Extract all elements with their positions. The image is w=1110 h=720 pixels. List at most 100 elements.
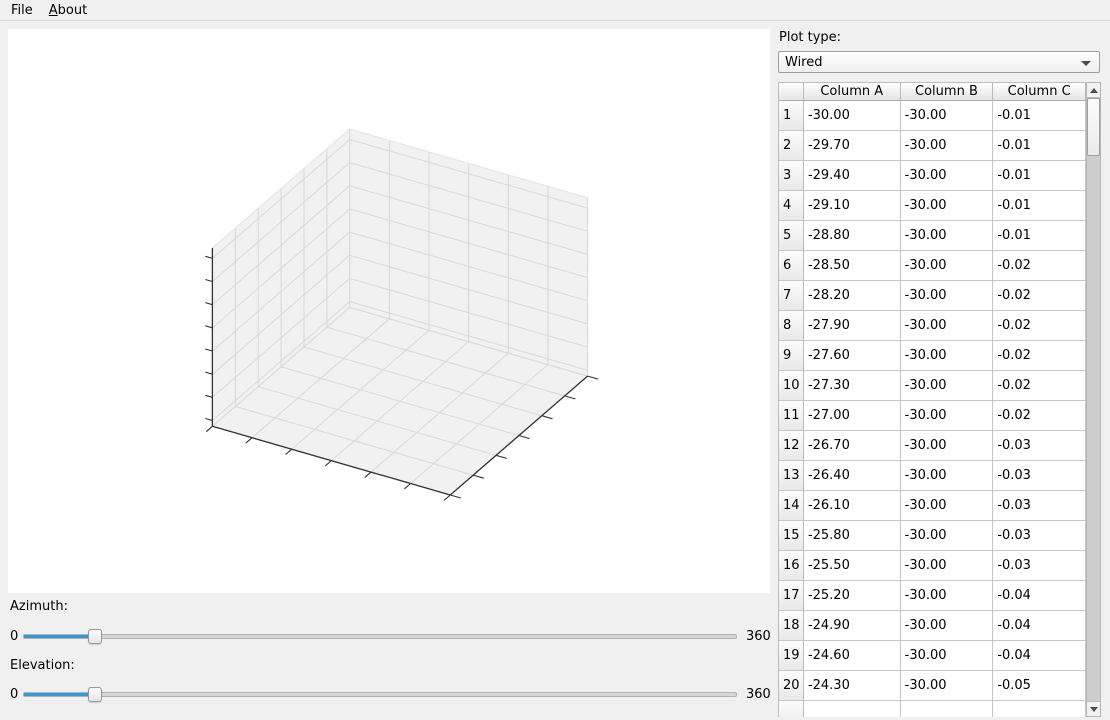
table-cell: -30.00 <box>900 221 994 251</box>
table-cell: -30.00 <box>900 551 994 581</box>
header-cell[interactable]: Column B <box>900 83 994 101</box>
row-number-cell: 11 <box>779 401 804 431</box>
data-table[interactable]: Column A Column B Column C 1 -30.00 -30.00 -0.… <box>778 82 1086 717</box>
table-row[interactable]: 19 -24.60 -30.00 -0.04 <box>779 641 1086 671</box>
table-row[interactable]: 4 -29.10 -30.00 -0.01 <box>779 191 1086 221</box>
row-number-cell: 19 <box>779 641 804 671</box>
table-cell: -0.01 <box>993 131 1086 161</box>
table-cell: -25.20 <box>803 581 901 611</box>
table-cell: -24.60 <box>803 641 901 671</box>
table-cell: -30.00 <box>900 161 994 191</box>
row-number-cell: 1 <box>779 101 804 131</box>
table-row[interactable]: 12 -26.70 -30.00 -0.03 <box>779 431 1086 461</box>
azimuth-slider-fill <box>24 635 97 638</box>
table-cell: -28.20 <box>803 281 901 311</box>
table-cell: -27.90 <box>803 311 901 341</box>
row-number-cell: 18 <box>779 611 804 641</box>
scroll-up-icon <box>1090 88 1098 93</box>
table-row[interactable]: 13 -26.40 -30.00 -0.03 <box>779 461 1086 491</box>
row-number-cell: 16 <box>779 551 804 581</box>
elevation-slider-handle[interactable] <box>88 687 103 702</box>
table-cell: -0.02 <box>993 281 1086 311</box>
table-cell: -0.02 <box>993 251 1086 281</box>
table-row[interactable]: 7 -28.20 -30.00 -0.02 <box>779 281 1086 311</box>
table-cell: -27.60 <box>803 341 901 371</box>
table-cell: -0.02 <box>993 341 1086 371</box>
menu-item-file[interactable]: File <box>11 2 33 18</box>
row-number-cell: 20 <box>779 671 804 701</box>
table-cell: -27.30 <box>803 371 901 401</box>
row-number-cell: 14 <box>779 491 804 521</box>
scroll-down-button[interactable] <box>1087 701 1100 716</box>
table-row[interactable]: 15 -25.80 -30.00 -0.03 <box>779 521 1086 551</box>
table-cell: -30.00 <box>900 611 994 641</box>
table-row[interactable]: 8 -27.90 -30.00 -0.02 <box>779 311 1086 341</box>
plot-type-value: Wired <box>785 54 823 70</box>
table-row[interactable]: 16 -25.50 -30.00 -0.03 <box>779 551 1086 581</box>
table-cell: -26.10 <box>803 491 901 521</box>
table-cell: -28.80 <box>803 221 901 251</box>
row-number-cell: 15 <box>779 521 804 551</box>
header-cell[interactable] <box>779 83 804 101</box>
table-cell: -26.70 <box>803 431 901 461</box>
elevation-slider[interactable] <box>23 692 737 697</box>
table-cell: -0.01 <box>993 101 1086 131</box>
table-cell: -24.30 <box>803 671 901 701</box>
row-number-cell: 9 <box>779 341 804 371</box>
scroll-up-button[interactable] <box>1087 83 1100 98</box>
row-number-cell: 13 <box>779 461 804 491</box>
scroll-thumb[interactable] <box>1087 98 1100 156</box>
row-number-cell: 7 <box>779 281 804 311</box>
table-cell: -26.40 <box>803 461 901 491</box>
table-cell: -30.00 <box>900 311 994 341</box>
table-row[interactable]: 5 -28.80 -30.00 -0.01 <box>779 221 1086 251</box>
table-cell: -0.03 <box>993 521 1086 551</box>
row-number-cell: 6 <box>779 251 804 281</box>
table-cell: -30.00 <box>900 491 994 521</box>
azimuth-slider[interactable] <box>23 634 737 639</box>
row-number-cell: 8 <box>779 311 804 341</box>
row-number-cell: 2 <box>779 131 804 161</box>
elevation-slider-fill <box>24 693 97 696</box>
elevation-max-label: 360 <box>746 687 771 702</box>
header-cell[interactable]: Column A <box>803 83 901 101</box>
menu-item-about[interactable]: About <box>48 2 88 18</box>
table-cell: -25.50 <box>803 551 901 581</box>
plot-3d: −30−20−100102030−30−20−10010203080604020… <box>205 127 599 501</box>
table-cell: -30.00 <box>900 251 994 281</box>
table-row[interactable]: 11 -27.00 -30.00 -0.02 <box>779 401 1086 431</box>
table-row[interactable]: 2 -29.70 -30.00 -0.01 <box>779 131 1086 161</box>
row-number-cell: 3 <box>779 161 804 191</box>
table-cell: -30.00 <box>900 371 994 401</box>
header-cell[interactable]: Column C <box>993 83 1086 101</box>
table-cell: -24.90 <box>803 611 901 641</box>
table-row[interactable]: 18 -24.90 -30.00 -0.04 <box>779 611 1086 641</box>
table-header-row: Column A Column B Column C <box>779 83 1086 101</box>
table-row <box>779 701 1086 717</box>
table-cell: -30.00 <box>900 401 994 431</box>
table-cell: -28.50 <box>803 251 901 281</box>
table-row[interactable]: 6 -28.50 -30.00 -0.02 <box>779 251 1086 281</box>
table-row[interactable]: 9 -27.60 -30.00 -0.02 <box>779 341 1086 371</box>
table-row[interactable]: 17 -25.20 -30.00 -0.04 <box>779 581 1086 611</box>
table-cell: -30.00 <box>803 101 901 131</box>
elevation-min-label: 0 <box>10 687 19 702</box>
table-row[interactable]: 20 -24.30 -30.00 -0.05 <box>779 671 1086 701</box>
table-cell: -30.00 <box>900 431 994 461</box>
table-scrollbar[interactable] <box>1086 82 1101 717</box>
table-cell: -0.02 <box>993 311 1086 341</box>
table-cell: -30.00 <box>900 641 994 671</box>
scroll-down-icon <box>1090 707 1098 712</box>
table-cell: -0.04 <box>993 641 1086 671</box>
table-cell: -30.00 <box>900 461 994 491</box>
table-row[interactable]: 3 -29.40 -30.00 -0.01 <box>779 161 1086 191</box>
plot-type-combobox[interactable]: Wired <box>778 51 1100 73</box>
table-cell: -25.80 <box>803 521 901 551</box>
table-cell: -0.03 <box>993 431 1086 461</box>
table-row[interactable]: 1 -30.00 -30.00 -0.01 <box>779 101 1086 131</box>
azimuth-slider-handle[interactable] <box>88 629 103 644</box>
table-row[interactable]: 14 -26.10 -30.00 -0.03 <box>779 491 1086 521</box>
table-cell: -30.00 <box>900 191 994 221</box>
table-row[interactable]: 10 -27.30 -30.00 -0.02 <box>779 371 1086 401</box>
table-cell: -0.01 <box>993 191 1086 221</box>
